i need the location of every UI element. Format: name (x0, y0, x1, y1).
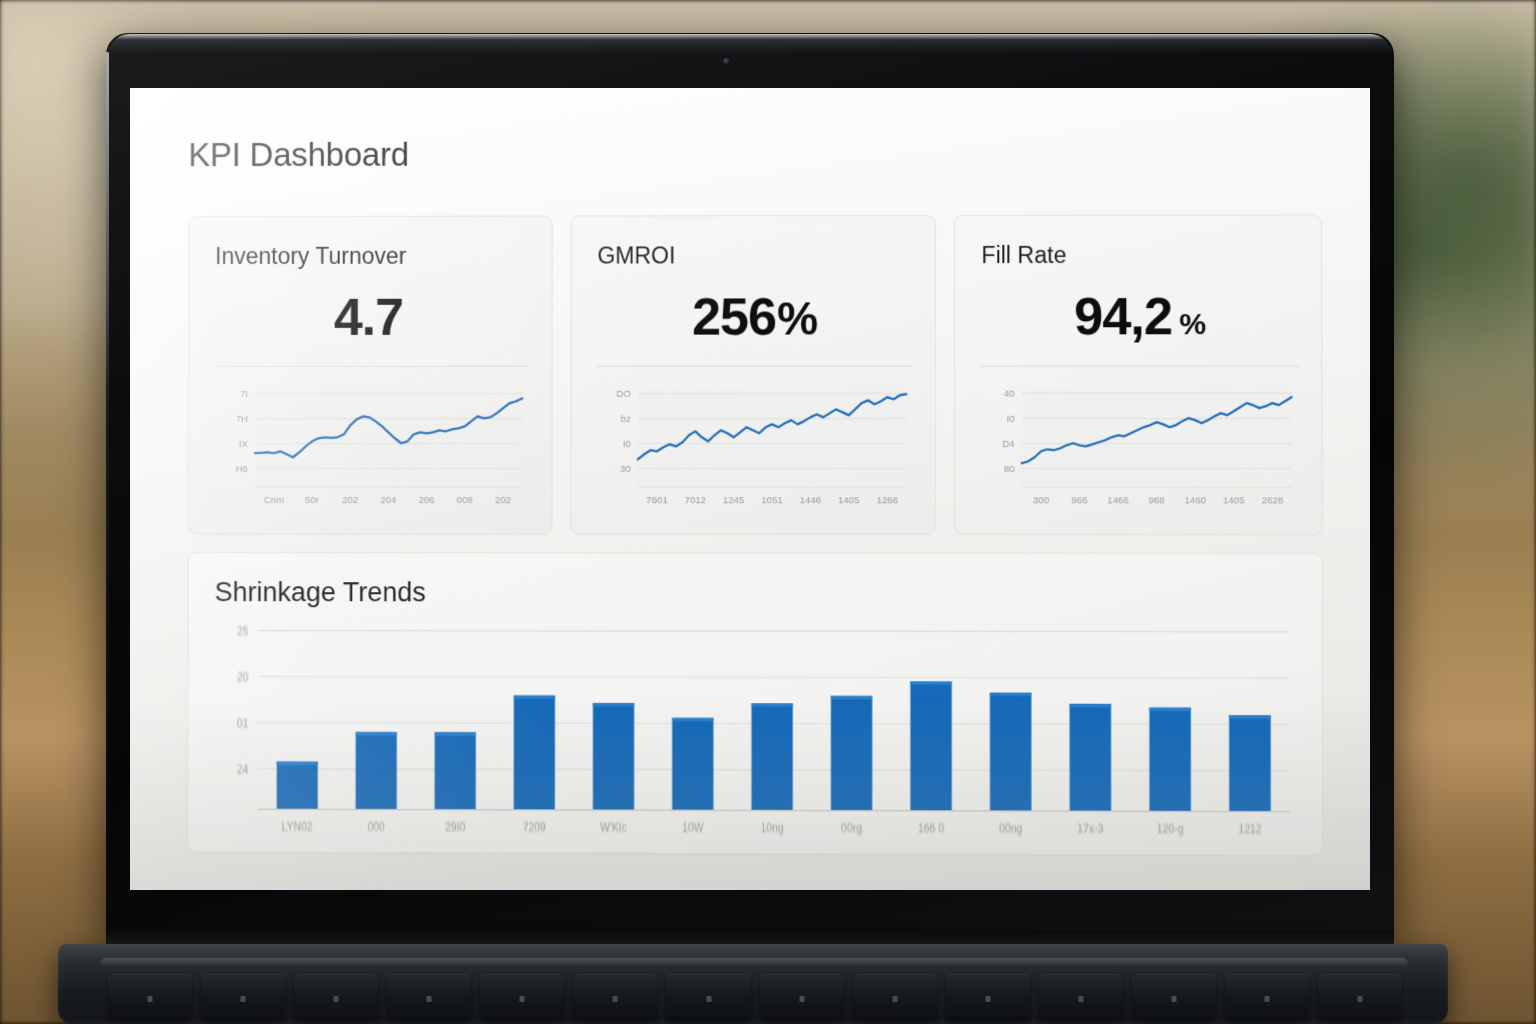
keyboard-key (759, 974, 844, 1020)
svg-text:7I: 7I (240, 389, 248, 400)
svg-text:7012: 7012 (684, 495, 705, 506)
keyboard-key (387, 974, 472, 1020)
svg-text:2628: 2628 (1262, 495, 1284, 506)
svg-text:10W: 10W (682, 822, 704, 835)
svg-text:D4: D4 (1003, 439, 1016, 450)
svg-text:1245: 1245 (723, 495, 744, 506)
kpi-value: 256 (691, 288, 777, 347)
svg-text:202: 202 (342, 495, 358, 506)
svg-text:30: 30 (620, 464, 631, 475)
kpi-label: GMROI (597, 242, 676, 269)
keyboard-key (945, 974, 1030, 1020)
svg-text:1446: 1446 (799, 495, 820, 506)
svg-text:I0: I0 (622, 439, 630, 450)
kpi-card-fill-rate[interactable]: Fill Rate 94,2 % 40 I0 D4 80 300 966 1466 968 14… (954, 214, 1323, 535)
svg-text:40: 40 (1004, 389, 1015, 400)
svg-text:1460: 1460 (1185, 495, 1207, 506)
shrinkage-trends-panel: Shrinkage Trends 25 20 01 24 LYN02 000 29I0 720… (187, 551, 1323, 856)
laptop-hinge (106, 930, 1394, 946)
sparkline-fill-rate: 40 I0 D4 80 300 966 1466 968 1460 1405 2628 (982, 376, 1300, 517)
svg-text:01: 01 (237, 717, 249, 730)
kpi-card-gmroi[interactable]: GMROI 256 % DO bz I0 30 7601 7012 1245 1051 1446… (570, 214, 937, 535)
kpi-value-row: 94,2 % (982, 287, 1299, 348)
keyboard-key (1224, 974, 1310, 1020)
svg-text:LYN02: LYN02 (282, 821, 313, 834)
svg-text:24: 24 (237, 763, 249, 776)
svg-text:bz: bz (620, 414, 630, 425)
svg-text:968: 968 (1149, 495, 1165, 506)
svg-text:1466: 1466 (1108, 495, 1130, 506)
svg-text:7601: 7601 (646, 495, 667, 506)
keyboard-key (201, 974, 286, 1020)
keyboard-key (666, 974, 751, 1020)
kpi-unit: % (777, 292, 819, 345)
webcam-icon (723, 58, 730, 65)
svg-text:Cnm: Cnm (264, 495, 284, 506)
laptop-keyboard (102, 970, 1408, 1024)
svg-text:008: 008 (457, 495, 473, 506)
laptop-screen: KPI Dashboard Inventory Turnover 4.7 7I 7… (130, 88, 1370, 890)
svg-text:1405: 1405 (1223, 495, 1245, 506)
kpi-value-row: 256 % (597, 287, 913, 347)
svg-text:80: 80 (1004, 464, 1015, 475)
keyboard-key (852, 974, 937, 1020)
svg-text:120-g: 120-g (1157, 823, 1184, 836)
laptop-base (58, 944, 1448, 1024)
svg-text:7209: 7209 (523, 822, 546, 835)
card-divider (214, 365, 530, 367)
sparkline-inventory-turnover: 7I 7H IX H6 Cnm 50r 202 204 206 008 202 (215, 377, 529, 517)
svg-text:00ng: 00ng (999, 823, 1022, 836)
svg-text:202: 202 (495, 495, 511, 506)
card-divider (981, 365, 1299, 367)
keyboard-key (294, 974, 379, 1020)
svg-text:300: 300 (1033, 495, 1049, 506)
svg-text:17x-3: 17x-3 (1077, 823, 1103, 836)
svg-text:00rg: 00rg (841, 822, 862, 835)
svg-text:1051: 1051 (761, 495, 782, 506)
svg-text:20: 20 (237, 671, 249, 684)
keyboard-key (1318, 974, 1403, 1020)
svg-text:166 0: 166 0 (918, 823, 944, 836)
card-divider (597, 365, 914, 367)
kpi-label: Fill Rate (981, 241, 1067, 269)
svg-text:25: 25 (237, 625, 249, 638)
kpi-unit: % (1179, 308, 1207, 342)
lid-edge-highlight (106, 52, 109, 932)
svg-text:DO: DO (616, 389, 631, 400)
svg-text:204: 204 (380, 495, 397, 506)
panel-title: Shrinkage Trends (214, 576, 426, 608)
svg-text:IX: IX (239, 439, 249, 450)
svg-text:7H: 7H (236, 414, 248, 425)
page-title: KPI Dashboard (188, 135, 409, 174)
svg-text:1212: 1212 (1238, 823, 1261, 836)
keyboard-key (573, 974, 658, 1020)
kpi-card-inventory-turnover[interactable]: Inventory Turnover 4.7 7I 7H IX H6 Cnm 50r 202… (187, 215, 553, 535)
sparkline-gmroi: DO bz I0 30 7601 7012 1245 1051 1446 1405 1266 (597, 377, 913, 518)
svg-text:29I0: 29I0 (445, 821, 465, 834)
svg-text:W'KIc: W'KIc (600, 822, 627, 835)
svg-text:000: 000 (367, 821, 384, 834)
kpi-value: 4.7 (333, 288, 404, 347)
svg-text:1266: 1266 (876, 495, 897, 506)
bar-chart-shrinkage-trends: 25 20 01 24 LYN02 000 29I0 7209 W'KIc 10W 10ng 00rg… (214, 618, 1299, 848)
keyboard-key (480, 974, 565, 1020)
base-lip (100, 958, 1408, 966)
kpi-label: Inventory Turnover (215, 242, 407, 269)
svg-text:H6: H6 (236, 464, 248, 475)
keyboard-key (108, 974, 193, 1020)
svg-text:966: 966 (1072, 495, 1088, 506)
kpi-dashboard-app: KPI Dashboard Inventory Turnover 4.7 7I 7… (130, 88, 1370, 890)
kpi-card-row: Inventory Turnover 4.7 7I 7H IX H6 Cnm 50r 202… (187, 214, 1323, 535)
kpi-value: 94,2 (1074, 287, 1173, 347)
keyboard-key (1131, 974, 1216, 1020)
kpi-value-row: 4.7 (215, 288, 529, 348)
svg-text:10ng: 10ng (760, 822, 783, 835)
keyboard-key (1038, 974, 1123, 1020)
svg-text:1405: 1405 (838, 495, 859, 506)
svg-text:50r: 50r (305, 495, 320, 506)
svg-text:206: 206 (419, 495, 435, 506)
svg-text:I0: I0 (1007, 414, 1015, 425)
